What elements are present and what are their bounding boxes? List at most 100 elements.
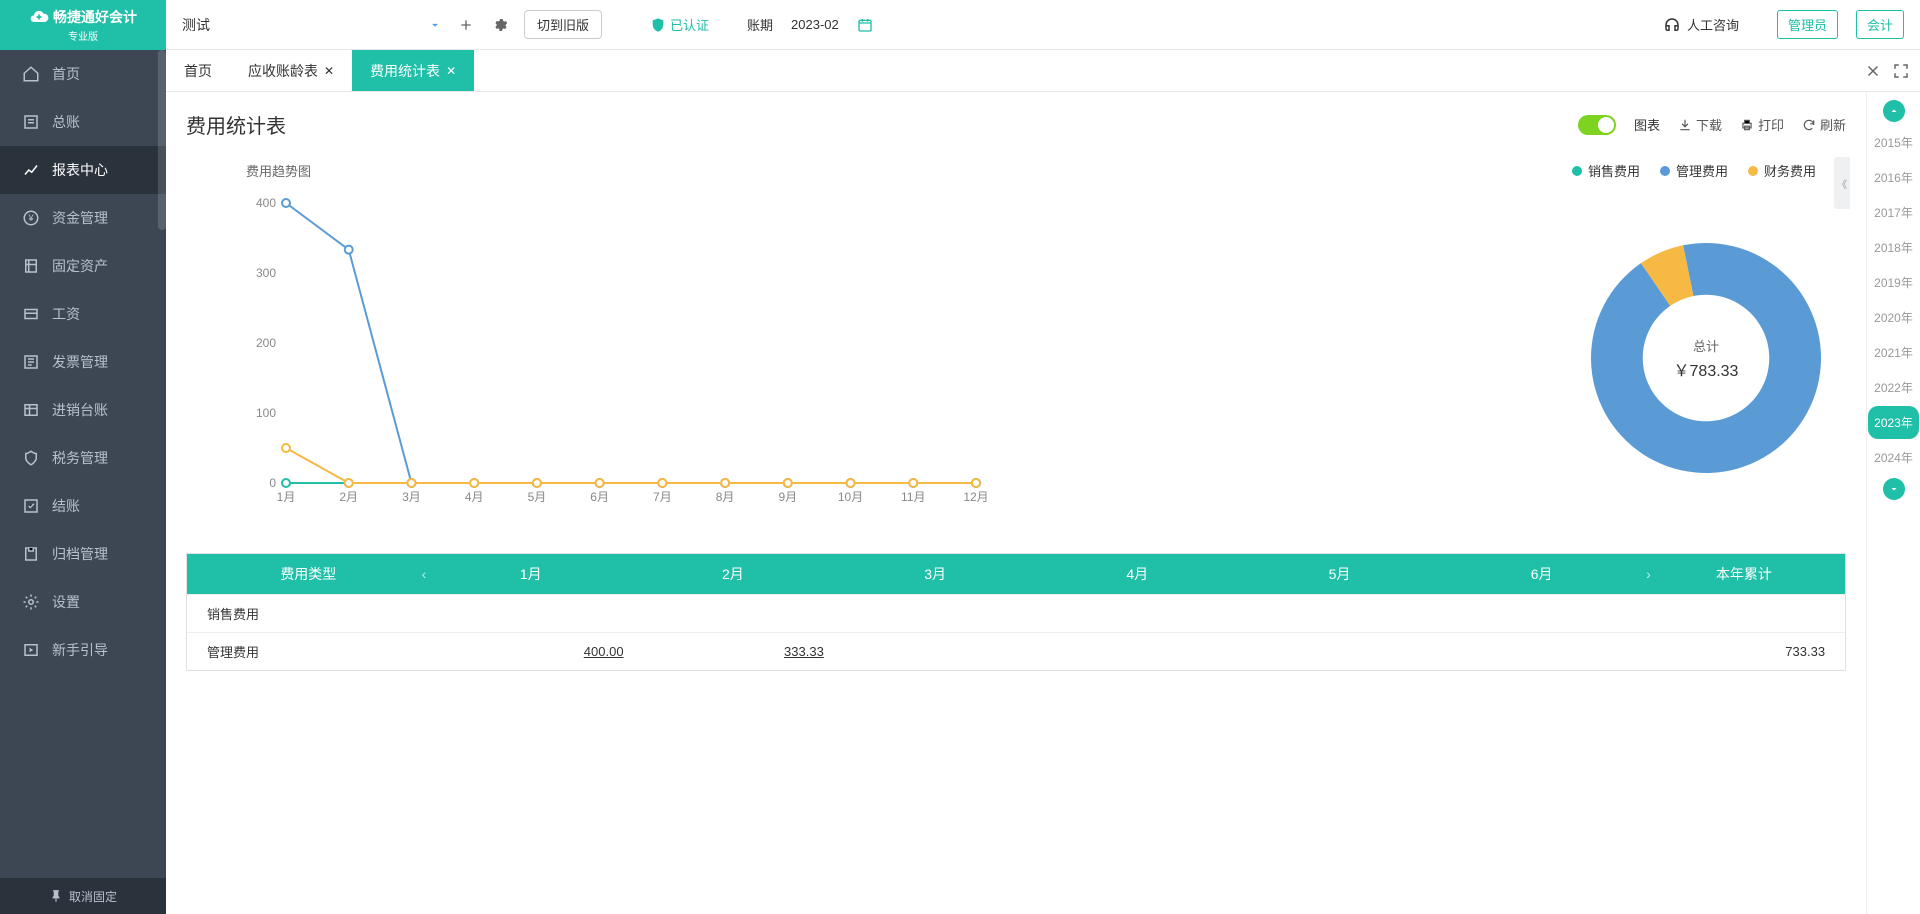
sidebar-item-0[interactable]: 首页 bbox=[0, 50, 166, 98]
cloud-icon bbox=[29, 7, 49, 27]
nav-icon bbox=[22, 257, 40, 275]
expense-table: 费用类型1月‹2月3月4月5月6月›本年累计 销售费用管理费用400.00333… bbox=[186, 553, 1846, 671]
nav-icon bbox=[22, 353, 40, 371]
panel-collapse-handle[interactable]: 《 bbox=[1834, 157, 1850, 209]
table-header-cell: 2月 bbox=[632, 564, 834, 584]
role-admin-button[interactable]: 管理员 bbox=[1777, 10, 1838, 39]
nav-icon bbox=[22, 401, 40, 419]
consult-button[interactable]: 人工咨询 bbox=[1663, 15, 1739, 34]
legend-item[interactable]: 管理费用 bbox=[1660, 161, 1728, 180]
sidebar-item-9[interactable]: 结账 bbox=[0, 482, 166, 530]
shield-icon bbox=[650, 17, 666, 33]
year-rail-up[interactable] bbox=[1883, 100, 1905, 122]
svg-text:0: 0 bbox=[269, 476, 276, 490]
tab-close-icon[interactable]: ✕ bbox=[446, 64, 456, 78]
tab-label: 首页 bbox=[184, 61, 212, 81]
legend-label: 销售费用 bbox=[1588, 161, 1640, 180]
sidebar-unpin[interactable]: 取消固定 bbox=[0, 878, 166, 914]
tab-0[interactable]: 首页 bbox=[166, 50, 230, 91]
role-accountant-button[interactable]: 会计 bbox=[1856, 10, 1904, 39]
old-version-button[interactable]: 切到旧版 bbox=[524, 10, 602, 39]
legend-item[interactable]: 销售费用 bbox=[1572, 161, 1640, 180]
sidebar-item-6[interactable]: 发票管理 bbox=[0, 338, 166, 386]
period-label: 账期 bbox=[747, 15, 773, 34]
company-name: 测试 bbox=[182, 15, 210, 35]
year-item[interactable]: 2023年 bbox=[1868, 406, 1919, 439]
sidebar-item-4[interactable]: 固定资产 bbox=[0, 242, 166, 290]
svg-text:400: 400 bbox=[256, 196, 276, 210]
year-item[interactable]: 2018年 bbox=[1868, 231, 1919, 264]
svg-text:12月: 12月 bbox=[963, 490, 988, 504]
refresh-button[interactable]: 刷新 bbox=[1802, 115, 1846, 134]
year-item[interactable]: 2020年 bbox=[1868, 301, 1919, 334]
sidebar-item-3[interactable]: ¥资金管理 bbox=[0, 194, 166, 242]
chevron-up-icon bbox=[1888, 105, 1900, 117]
gear-icon bbox=[492, 17, 508, 33]
tab-label: 应收账龄表 bbox=[248, 61, 318, 81]
sidebar-item-label: 工资 bbox=[52, 304, 80, 324]
tab-label: 费用统计表 bbox=[370, 61, 440, 81]
sidebar-item-label: 首页 bbox=[52, 64, 80, 84]
nav-icon bbox=[22, 593, 40, 611]
period-value[interactable]: 2023-02 bbox=[791, 17, 839, 32]
sidebar-item-12[interactable]: 新手引导 bbox=[0, 626, 166, 674]
fullscreen-icon[interactable] bbox=[1892, 62, 1910, 80]
sidebar-item-label: 进销台账 bbox=[52, 400, 108, 420]
sidebar-item-label: 税务管理 bbox=[52, 448, 108, 468]
sidebar-item-1[interactable]: 总账 bbox=[0, 98, 166, 146]
donut-center-label: 总计 bbox=[1674, 336, 1739, 355]
sidebar-item-label: 固定资产 bbox=[52, 256, 108, 276]
expense-value-cell[interactable]: 400.00 bbox=[443, 644, 643, 659]
donut-center-value: ￥783.33 bbox=[1674, 357, 1739, 381]
chart-toggle[interactable] bbox=[1578, 115, 1616, 135]
tab-close-icon[interactable]: ✕ bbox=[324, 64, 334, 78]
download-button[interactable]: 下载 bbox=[1678, 115, 1722, 134]
trend-chart-title: 费用趋势图 bbox=[246, 161, 311, 180]
table-scroll-left[interactable]: ‹ bbox=[422, 566, 427, 582]
legend-dot bbox=[1660, 166, 1670, 176]
year-item[interactable]: 2015年 bbox=[1868, 126, 1919, 159]
nav-icon bbox=[22, 65, 40, 83]
trend-line-chart: 01002003004001月2月3月4月5月6月7月8月9月10月11月12月 bbox=[236, 163, 1556, 523]
expense-type-cell: 销售费用 bbox=[187, 604, 443, 623]
year-rail-down[interactable] bbox=[1883, 478, 1905, 500]
year-item[interactable]: 2017年 bbox=[1868, 196, 1919, 229]
svg-text:3月: 3月 bbox=[402, 490, 421, 504]
sidebar-item-2[interactable]: 报表中心 bbox=[0, 146, 166, 194]
year-item[interactable]: 2022年 bbox=[1868, 371, 1919, 404]
table-header-cell: 4月 bbox=[1036, 564, 1238, 584]
svg-text:8月: 8月 bbox=[716, 490, 735, 504]
expense-type-cell: 管理费用 bbox=[187, 642, 443, 661]
sidebar-item-7[interactable]: 进销台账 bbox=[0, 386, 166, 434]
add-button[interactable] bbox=[456, 15, 476, 35]
sidebar-item-label: 设置 bbox=[52, 592, 80, 612]
print-button[interactable]: 打印 bbox=[1740, 115, 1784, 134]
legend-dot bbox=[1572, 166, 1582, 176]
expense-value-cell[interactable]: 333.33 bbox=[644, 644, 844, 659]
close-all-icon[interactable] bbox=[1864, 62, 1882, 80]
table-row: 管理费用400.00333.33733.33 bbox=[187, 632, 1845, 670]
legend-item[interactable]: 财务费用 bbox=[1748, 161, 1816, 180]
tab-2[interactable]: 费用统计表 ✕ bbox=[352, 50, 474, 91]
year-item[interactable]: 2016年 bbox=[1868, 161, 1919, 194]
year-item[interactable]: 2024年 bbox=[1868, 441, 1919, 474]
sidebar-item-8[interactable]: 税务管理 bbox=[0, 434, 166, 482]
year-item[interactable]: 2021年 bbox=[1868, 336, 1919, 369]
sidebar-item-10[interactable]: 归档管理 bbox=[0, 530, 166, 578]
consult-label: 人工咨询 bbox=[1687, 15, 1739, 34]
sidebar-item-11[interactable]: 设置 bbox=[0, 578, 166, 626]
company-selector[interactable]: 测试 bbox=[182, 15, 442, 35]
calendar-icon[interactable] bbox=[857, 17, 873, 33]
year-item[interactable]: 2019年 bbox=[1868, 266, 1919, 299]
settings-button[interactable] bbox=[490, 15, 510, 35]
nav-icon bbox=[22, 113, 40, 131]
sidebar-item-5[interactable]: 工资 bbox=[0, 290, 166, 338]
sidebar-unpin-label: 取消固定 bbox=[69, 888, 117, 905]
tab-1[interactable]: 应收账龄表 ✕ bbox=[230, 50, 352, 91]
nav-icon bbox=[22, 449, 40, 467]
sidebar-item-label: 新手引导 bbox=[52, 640, 108, 660]
sidebar-item-label: 归档管理 bbox=[52, 544, 108, 564]
nav-icon bbox=[22, 161, 40, 179]
sidebar-scrollbar[interactable] bbox=[158, 50, 166, 230]
nav-icon bbox=[22, 497, 40, 515]
